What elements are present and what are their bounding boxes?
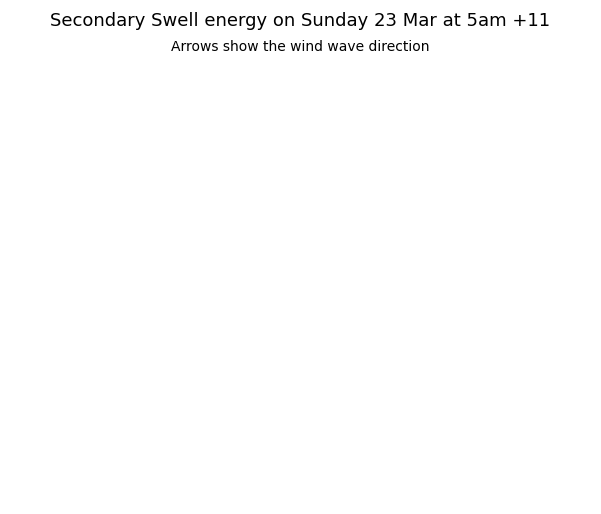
Text: Arrows show the wind wave direction: Arrows show the wind wave direction <box>171 40 430 54</box>
Text: Secondary Swell energy on Sunday 23 Mar at 5am +11: Secondary Swell energy on Sunday 23 Mar … <box>50 12 551 30</box>
